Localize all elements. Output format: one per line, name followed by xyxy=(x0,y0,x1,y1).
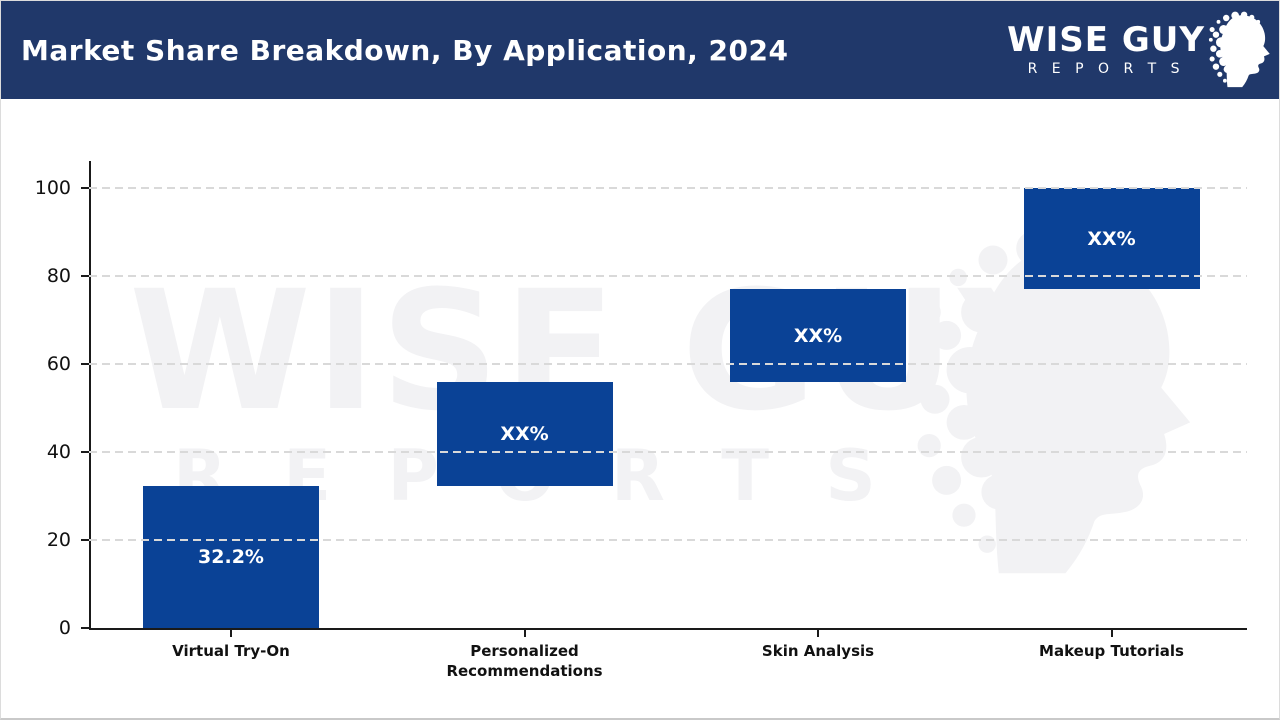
y-gridline-60 xyxy=(89,363,1247,365)
page-title: Market Share Breakdown, By Application, … xyxy=(21,33,789,67)
x-category-label: Personalized Recommendations xyxy=(446,642,603,680)
x-tick xyxy=(523,630,526,637)
bar-personalized-recommendations xyxy=(436,382,613,487)
y-axis-line xyxy=(89,161,91,630)
y-tick-label: 80 xyxy=(46,265,71,287)
bar-value-label: 32.2% xyxy=(198,546,264,569)
y-tick-100 xyxy=(81,187,89,189)
bar-value-label: XX% xyxy=(793,324,843,347)
header: Market Share Breakdown, By Application, … xyxy=(1,1,1279,99)
y-tick-label: 60 xyxy=(46,353,71,375)
y-tick-20 xyxy=(81,539,89,541)
y-tick-60 xyxy=(81,363,89,365)
bar-value-label: XX% xyxy=(500,423,549,446)
bar-makeup-tutorials xyxy=(1023,188,1200,290)
y-gridline-20 xyxy=(89,539,1247,541)
x-tick xyxy=(230,630,232,637)
x-tick xyxy=(1110,630,1113,637)
y-gridline-80 xyxy=(89,275,1247,277)
x-category-label: Virtual Try-On xyxy=(172,642,290,660)
y-tick-80 xyxy=(81,275,89,277)
y-tick-label: 20 xyxy=(46,529,71,551)
brand-reports-label: R E P O R T S xyxy=(1027,60,1185,77)
brand-logo: WISE GUY R E P O R T S xyxy=(1007,7,1271,93)
brand-wordmark: WISE GUY xyxy=(1007,20,1205,61)
x-category-label: Makeup Tutorials xyxy=(1039,642,1184,660)
y-tick-40 xyxy=(81,451,89,453)
y-tick-label: 40 xyxy=(46,441,71,463)
x-tick xyxy=(817,630,819,637)
bar-skin-analysis xyxy=(730,289,906,383)
y-tick-label: 100 xyxy=(34,177,71,199)
y-gridline-40 xyxy=(89,451,1247,453)
x-category-label: Skin Analysis xyxy=(761,642,875,660)
brand-text: WISE GUY R E P O R T S xyxy=(1007,20,1205,77)
bar-virtual-try-on xyxy=(143,486,319,628)
bar-value-label: XX% xyxy=(1087,227,1136,250)
face-profile-dots-icon xyxy=(1208,11,1270,88)
y-tick-label: 0 xyxy=(58,617,71,639)
y-tick-0 xyxy=(81,627,89,629)
y-gridline-100 xyxy=(89,187,1247,189)
x-axis-line xyxy=(89,628,1247,630)
